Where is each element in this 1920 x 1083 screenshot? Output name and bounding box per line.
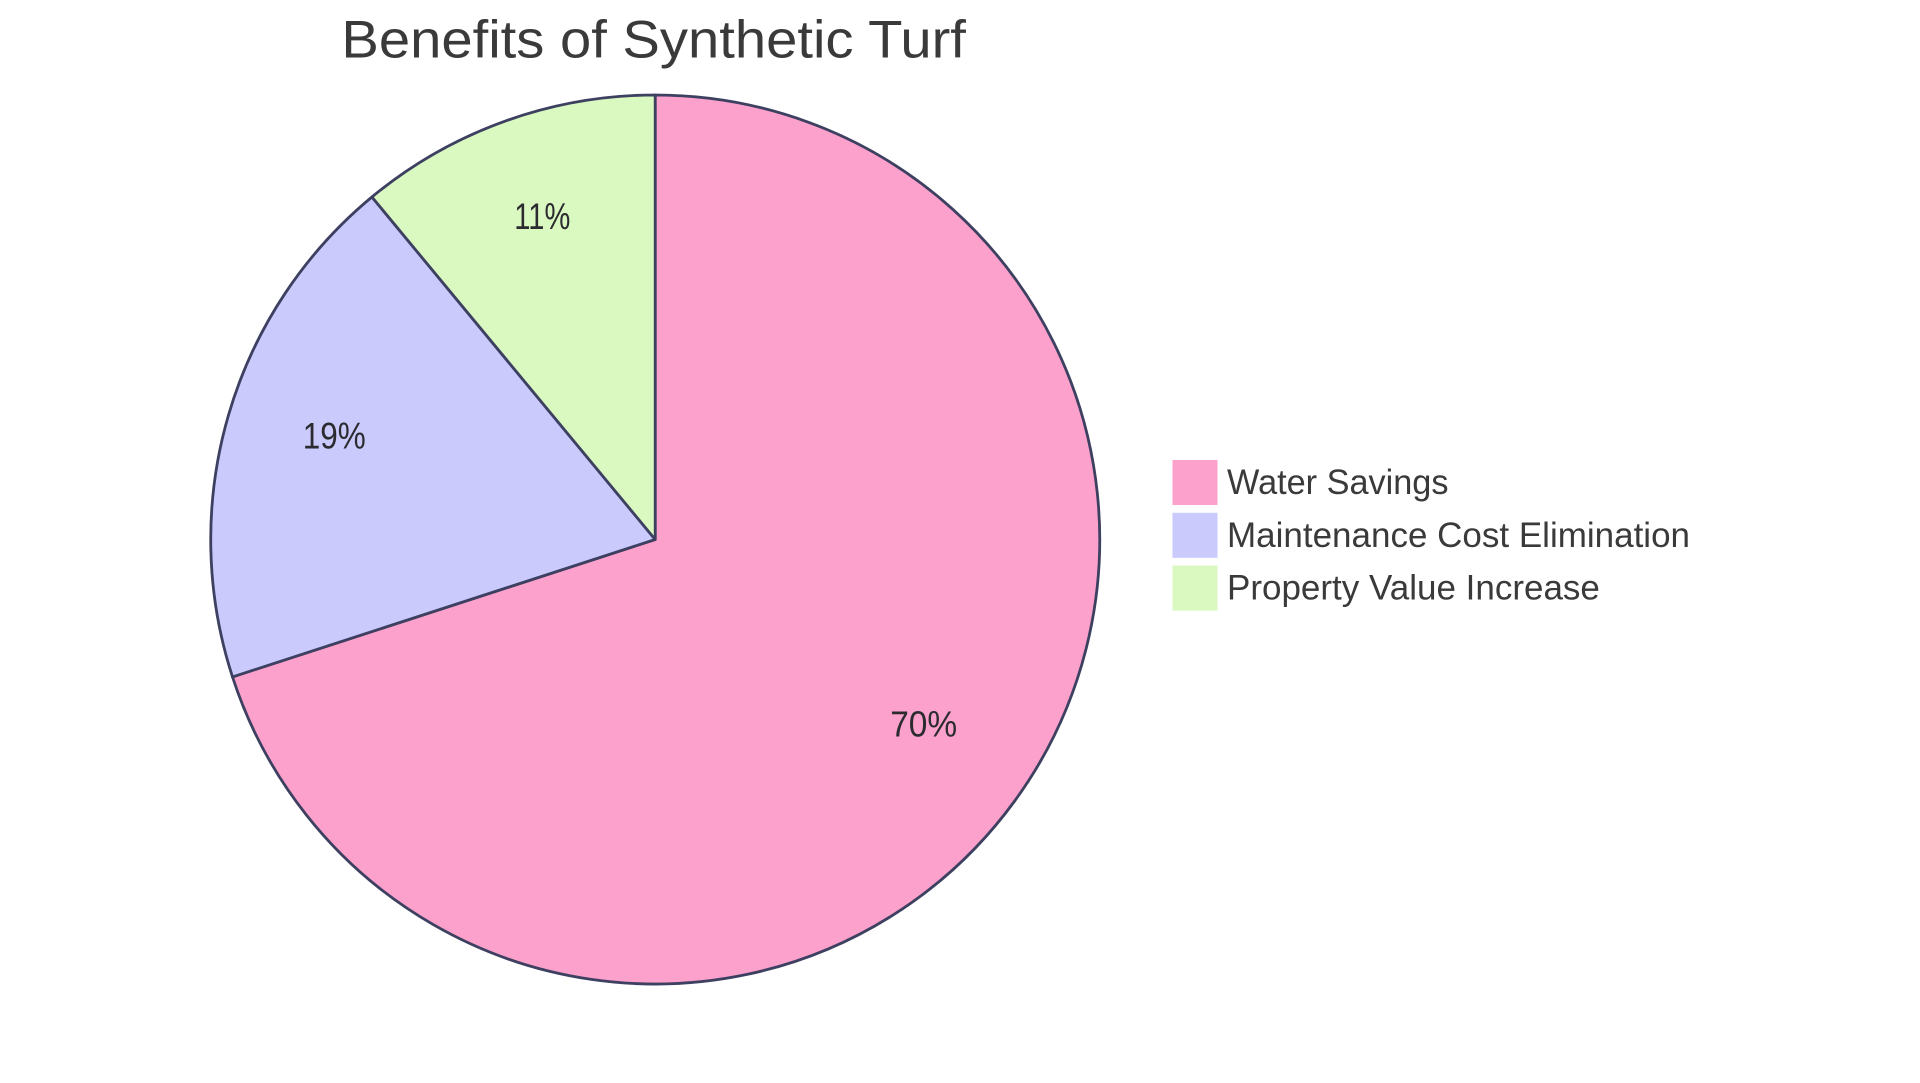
svg-text:Property Value Increase: Property Value Increase [1227, 569, 1600, 608]
svg-text:70%: 70% [890, 704, 957, 745]
svg-text:19%: 19% [303, 416, 366, 457]
svg-text:Maintenance Cost Elimination: Maintenance Cost Elimination [1227, 516, 1690, 555]
svg-text:11%: 11% [514, 196, 570, 237]
svg-text:Benefits of Synthetic Turf: Benefits of Synthetic Turf [341, 11, 966, 70]
svg-text:Water Savings: Water Savings [1227, 463, 1449, 502]
